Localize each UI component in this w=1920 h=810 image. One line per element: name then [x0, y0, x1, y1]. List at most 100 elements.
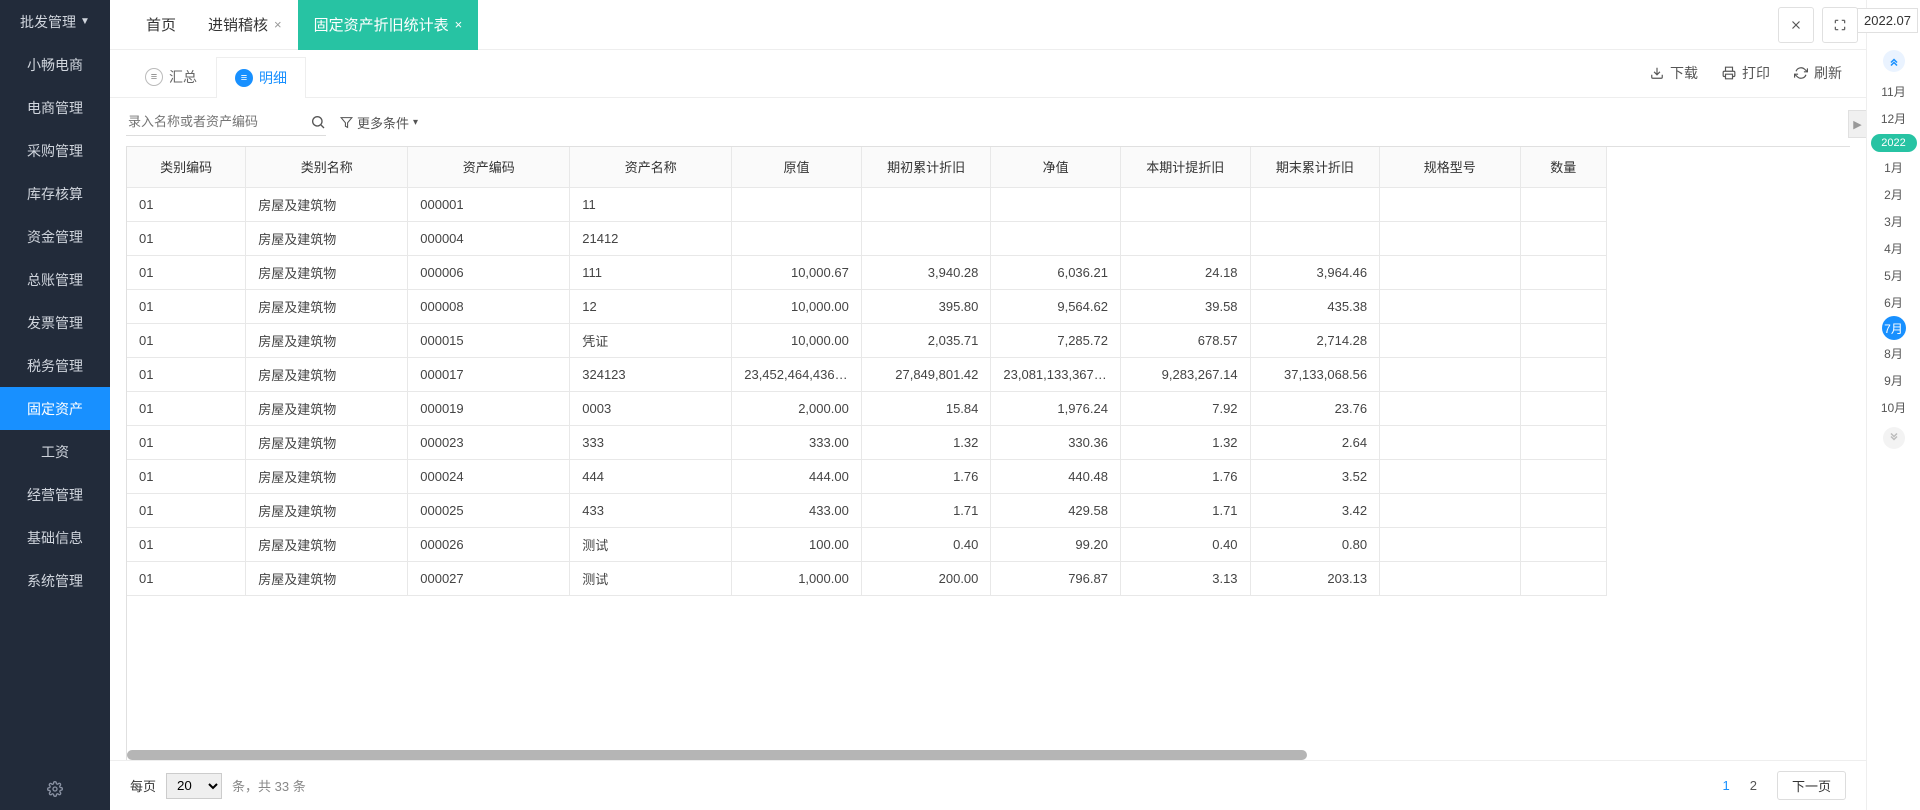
page-number[interactable]: 1 [1713, 774, 1740, 797]
table-row[interactable]: 01房屋及建筑物000027测试1,000.00200.00796.873.13… [127, 561, 1607, 595]
timeline-month[interactable]: 3月 [1871, 208, 1917, 235]
column-header[interactable]: 净值 [991, 147, 1121, 187]
download-button[interactable]: 下载 [1650, 63, 1698, 83]
sidebar-item[interactable]: 电商管理 [0, 86, 110, 129]
table-cell [1120, 187, 1250, 221]
period-badge: 2022.07 [1857, 8, 1918, 33]
table-row[interactable]: 01房屋及建筑物000023333333.001.32330.361.322.6… [127, 425, 1607, 459]
table-row[interactable]: 01房屋及建筑物0000081210,000.00395.809,564.623… [127, 289, 1607, 323]
timeline-month[interactable]: 4月 [1871, 235, 1917, 262]
table-cell: 01 [127, 289, 246, 323]
table-cell: 9,283,267.14 [1120, 357, 1250, 391]
timeline-month[interactable]: 10月 [1871, 394, 1917, 421]
sidebar-item[interactable]: 库存核算 [0, 172, 110, 215]
table-row[interactable]: 01房屋及建筑物00000111 [127, 187, 1607, 221]
tab[interactable]: 固定资产折旧统计表× [298, 0, 479, 50]
sidebar-item[interactable]: 基础信息 [0, 516, 110, 559]
table-cell: 房屋及建筑物 [246, 425, 408, 459]
table-row[interactable]: 01房屋及建筑物00001732412323,452,464,436.0027,… [127, 357, 1607, 391]
timeline-month[interactable]: 2月 [1871, 181, 1917, 208]
print-button[interactable]: 打印 [1722, 63, 1770, 83]
tab[interactable]: 进销稽核 × [192, 0, 298, 50]
timeline-month[interactable]: 11月 [1871, 78, 1917, 105]
sidebar-item[interactable]: 系统管理 [0, 559, 110, 602]
sidebar-item[interactable]: 小畅电商 [0, 43, 110, 86]
sidebar-item[interactable]: 工资 [0, 430, 110, 473]
timeline-month[interactable]: 9月 [1871, 367, 1917, 394]
sidebar-item[interactable]: 发票管理 [0, 301, 110, 344]
column-header[interactable]: 期初累计折旧 [861, 147, 991, 187]
tab-label: 进销稽核 [208, 14, 268, 35]
column-header[interactable]: 类别编码 [127, 147, 246, 187]
table-cell [1380, 493, 1520, 527]
search-input[interactable] [126, 108, 310, 135]
close-icon[interactable]: × [455, 17, 463, 32]
column-header[interactable]: 类别名称 [246, 147, 408, 187]
more-filters-button[interactable]: 更多条件 ▾ [340, 113, 418, 132]
per-page-select[interactable]: 20 [166, 773, 222, 799]
table-cell: 0.80 [1250, 527, 1380, 561]
close-icon[interactable]: × [274, 17, 282, 32]
column-header[interactable]: 资产名称 [570, 147, 732, 187]
table-cell: 000001 [408, 187, 570, 221]
collapse-handle[interactable]: ▶ [1848, 110, 1866, 138]
column-header[interactable]: 数量 [1520, 147, 1607, 187]
tab[interactable]: 首页 [130, 0, 192, 50]
sidebar-top[interactable]: 批发管理 ▼ [0, 0, 110, 43]
sidebar-item[interactable]: 采购管理 [0, 129, 110, 172]
fullscreen-button[interactable] [1822, 7, 1858, 43]
table-cell: 440.48 [991, 459, 1121, 493]
sidebar-item[interactable]: 税务管理 [0, 344, 110, 387]
horizontal-scrollbar[interactable] [127, 750, 1307, 760]
search-icon[interactable] [310, 114, 326, 130]
table-cell [1380, 527, 1520, 561]
timeline-up-button[interactable] [1883, 50, 1905, 72]
column-header[interactable]: 规格型号 [1380, 147, 1520, 187]
column-header[interactable]: 原值 [732, 147, 862, 187]
table-row[interactable]: 01房屋及建筑物000026测试100.000.4099.200.400.80 [127, 527, 1607, 561]
table-cell: 796.87 [991, 561, 1121, 595]
table-cell: 凭证 [570, 323, 732, 357]
table-cell: 99.20 [991, 527, 1121, 561]
table-cell: 房屋及建筑物 [246, 187, 408, 221]
table-cell [732, 221, 862, 255]
timeline-month[interactable]: 8月 [1871, 340, 1917, 367]
table-row[interactable]: 01房屋及建筑物000025433433.001.71429.581.713.4… [127, 493, 1607, 527]
table-row[interactable]: 01房屋及建筑物000015凭证10,000.002,035.717,285.7… [127, 323, 1607, 357]
filter-icon [340, 116, 353, 129]
table-cell: 0.40 [861, 527, 991, 561]
page-number[interactable]: 2 [1740, 774, 1767, 797]
sidebar-item[interactable]: 经营管理 [0, 473, 110, 516]
subtab-summary[interactable]: ≡ 汇总 [126, 56, 216, 97]
table-row[interactable]: 01房屋及建筑物000024444444.001.76440.481.763.5… [127, 459, 1607, 493]
sidebar-item[interactable]: 固定资产 [0, 387, 110, 430]
table-cell: 房屋及建筑物 [246, 255, 408, 289]
table-row[interactable]: 01房屋及建筑物00001900032,000.0015.841,976.247… [127, 391, 1607, 425]
close-all-button[interactable] [1778, 7, 1814, 43]
timeline-month[interactable]: 1月 [1871, 154, 1917, 181]
sidebar-item[interactable]: 资金管理 [0, 215, 110, 258]
table-row[interactable]: 01房屋及建筑物00000421412 [127, 221, 1607, 255]
timeline-month[interactable]: 5月 [1871, 262, 1917, 289]
timeline-down-button[interactable] [1883, 427, 1905, 449]
refresh-button[interactable]: 刷新 [1794, 63, 1842, 83]
timeline-month[interactable]: 6月 [1871, 289, 1917, 316]
column-header[interactable]: 期末累计折旧 [1250, 147, 1380, 187]
gear-icon [47, 781, 63, 797]
table-cell [1520, 255, 1607, 289]
table-cell: 1.32 [1120, 425, 1250, 459]
timeline-month[interactable]: 12月 [1871, 105, 1917, 132]
column-header[interactable]: 本期计提折旧 [1120, 147, 1250, 187]
table-row[interactable]: 01房屋及建筑物00000611110,000.673,940.286,036.… [127, 255, 1607, 289]
sidebar-settings[interactable] [0, 768, 110, 810]
table-cell: 房屋及建筑物 [246, 561, 408, 595]
subtab-detail[interactable]: ≡ 明细 [216, 57, 306, 98]
next-page-button[interactable]: 下一页 [1777, 771, 1846, 800]
table-cell: 000026 [408, 527, 570, 561]
table-cell: 1.76 [1120, 459, 1250, 493]
table-cell: 444.00 [732, 459, 862, 493]
column-header[interactable]: 资产编码 [408, 147, 570, 187]
sidebar-item[interactable]: 总账管理 [0, 258, 110, 301]
table-cell: 2,035.71 [861, 323, 991, 357]
timeline-month[interactable]: 7月 [1882, 316, 1906, 340]
